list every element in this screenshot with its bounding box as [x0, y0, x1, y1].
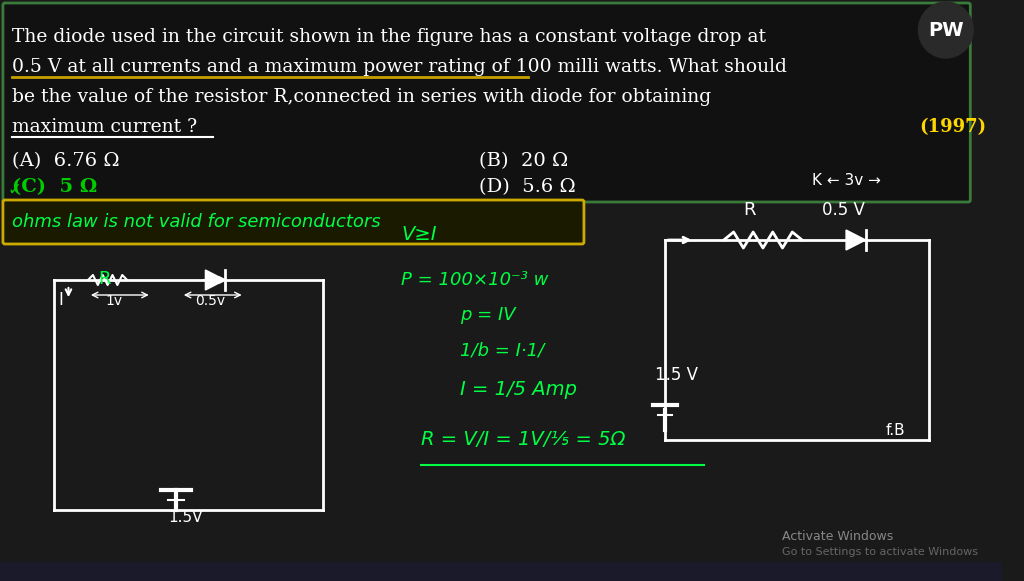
Text: 1.5 V: 1.5 V	[655, 366, 698, 384]
Text: ✓: ✓	[8, 181, 22, 199]
Polygon shape	[206, 270, 225, 290]
Text: Activate Windows: Activate Windows	[782, 530, 894, 543]
Text: 0.5 V at all currents and a maximum power rating of 100 milli watts. What should: 0.5 V at all currents and a maximum powe…	[11, 58, 786, 76]
Text: 1/b = I·1/: 1/b = I·1/	[460, 341, 544, 359]
Text: PW: PW	[928, 20, 964, 40]
Text: (B)  20 Ω: (B) 20 Ω	[479, 152, 568, 170]
Text: ohms law is not valid for semiconductors: ohms law is not valid for semiconductors	[11, 213, 380, 231]
Bar	[0, 562, 1001, 581]
Text: R: R	[743, 201, 756, 219]
Text: R: R	[98, 270, 111, 288]
Text: (1997): (1997)	[920, 118, 986, 136]
Text: R = V/I = 1V/⅕ = 5Ω: R = V/I = 1V/⅕ = 5Ω	[421, 430, 625, 449]
Text: f.B: f.B	[885, 422, 905, 437]
Text: be the value of the resistor R,connected in series with diode for obtaining: be the value of the resistor R,connected…	[11, 88, 711, 106]
Circle shape	[919, 2, 973, 58]
Text: (D)  5.6 Ω: (D) 5.6 Ω	[479, 178, 577, 196]
Text: V≥I: V≥I	[401, 225, 436, 244]
Text: I: I	[58, 291, 63, 309]
Text: I = 1/5 Amp: I = 1/5 Amp	[460, 380, 577, 399]
FancyBboxPatch shape	[3, 3, 971, 202]
Text: (C)  5 Ω: (C) 5 Ω	[11, 178, 97, 196]
Polygon shape	[846, 230, 865, 250]
Text: 0.5v: 0.5v	[196, 294, 225, 308]
Text: 0.5 V: 0.5 V	[821, 201, 864, 219]
Text: maximum current ?: maximum current ?	[11, 118, 197, 136]
Text: K ← 3v →: K ← 3v →	[812, 173, 881, 188]
Text: 1v: 1v	[105, 294, 123, 308]
Text: Go to Settings to activate Windows: Go to Settings to activate Windows	[782, 547, 979, 557]
Text: 1.5V: 1.5V	[168, 510, 203, 525]
Text: (A)  6.76 Ω: (A) 6.76 Ω	[11, 152, 120, 170]
FancyBboxPatch shape	[3, 200, 584, 244]
Text: The diode used in the circuit shown in the figure has a constant voltage drop at: The diode used in the circuit shown in t…	[11, 28, 766, 46]
Text: P = 100×10⁻³ w: P = 100×10⁻³ w	[401, 271, 549, 289]
Text: p = IV: p = IV	[460, 306, 515, 324]
